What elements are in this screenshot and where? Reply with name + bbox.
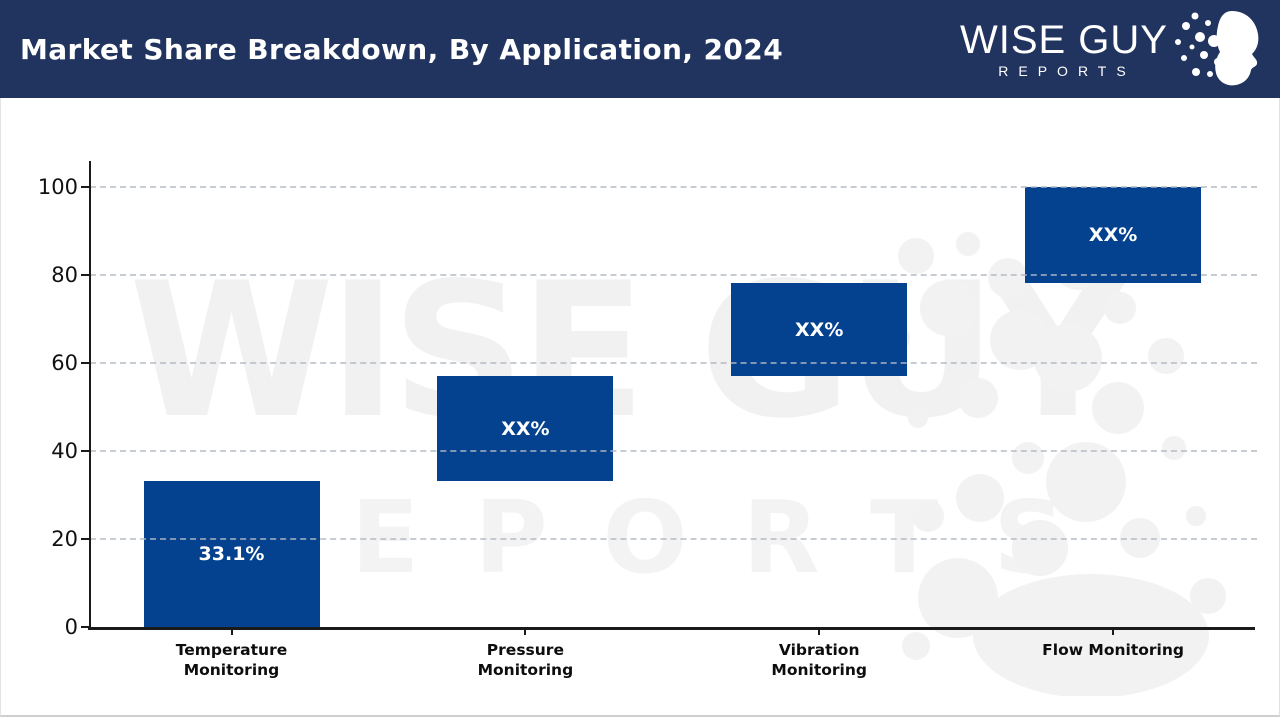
- y-axis-line: [89, 161, 91, 629]
- bar-value-label: XX%: [1088, 223, 1138, 246]
- brand-logo-text: WISE GUY REPORTS: [960, 20, 1168, 78]
- y-tick-0: [81, 626, 90, 628]
- gridline-20: [90, 538, 1257, 540]
- brand-logo: WISE GUY REPORTS: [960, 6, 1262, 92]
- x-tick-3: [1112, 627, 1115, 635]
- gridline-100: [90, 186, 1257, 188]
- category-label-0: Temperature Monitoring: [175, 641, 288, 679]
- bar-vibration-monitoring: [731, 282, 908, 377]
- x-axis-line: [88, 627, 1255, 630]
- y-tick-40: [81, 450, 90, 452]
- y-tick-label-60: 60: [51, 351, 78, 375]
- category-label-2: Vibration Monitoring: [771, 641, 867, 679]
- gridline-80: [90, 274, 1257, 276]
- bar-temperature-monitoring: [143, 481, 320, 627]
- category-label-3: Flow Monitoring: [1042, 641, 1185, 659]
- brand-face-icon: [1175, 11, 1259, 86]
- x-tick-1: [524, 627, 527, 635]
- y-tick-label-40: 40: [51, 439, 78, 463]
- brand-logo-wordmark: WISE GUY: [959, 18, 1168, 62]
- x-tick-2: [818, 627, 821, 635]
- y-tick-label-20: 20: [51, 527, 78, 551]
- header-banner: Market Share Breakdown, By Application, …: [0, 0, 1280, 98]
- category-label-1: Pressure Monitoring: [477, 641, 574, 679]
- x-tick-0: [230, 627, 233, 635]
- y-tick-label-0: 0: [64, 615, 78, 639]
- y-tick-60: [81, 362, 90, 364]
- gridline-40: [90, 450, 1257, 452]
- bar-value-label: XX%: [501, 417, 550, 440]
- y-tick-20: [81, 538, 90, 540]
- bar-pressure-monitoring: [437, 376, 614, 482]
- y-tick-100: [81, 186, 90, 188]
- chart-area: WISE GUY REPORTS 0 20 40 60 80 100 33.1% Temper…: [0, 98, 1280, 717]
- brand-logo-subtitle: REPORTS: [998, 63, 1136, 79]
- y-tick-label-80: 80: [51, 263, 78, 287]
- y-tick-label-100: 100: [37, 175, 78, 199]
- watermark-face-dots-icon: [882, 232, 1226, 696]
- gridline-60: [90, 362, 1257, 364]
- bar-value-label: XX%: [795, 318, 844, 341]
- bar-flow-monitoring: [1025, 187, 1202, 283]
- page-title: Market Share Breakdown, By Application, …: [20, 32, 784, 66]
- bar-value-label: 33.1%: [198, 543, 265, 566]
- y-tick-80: [81, 274, 90, 276]
